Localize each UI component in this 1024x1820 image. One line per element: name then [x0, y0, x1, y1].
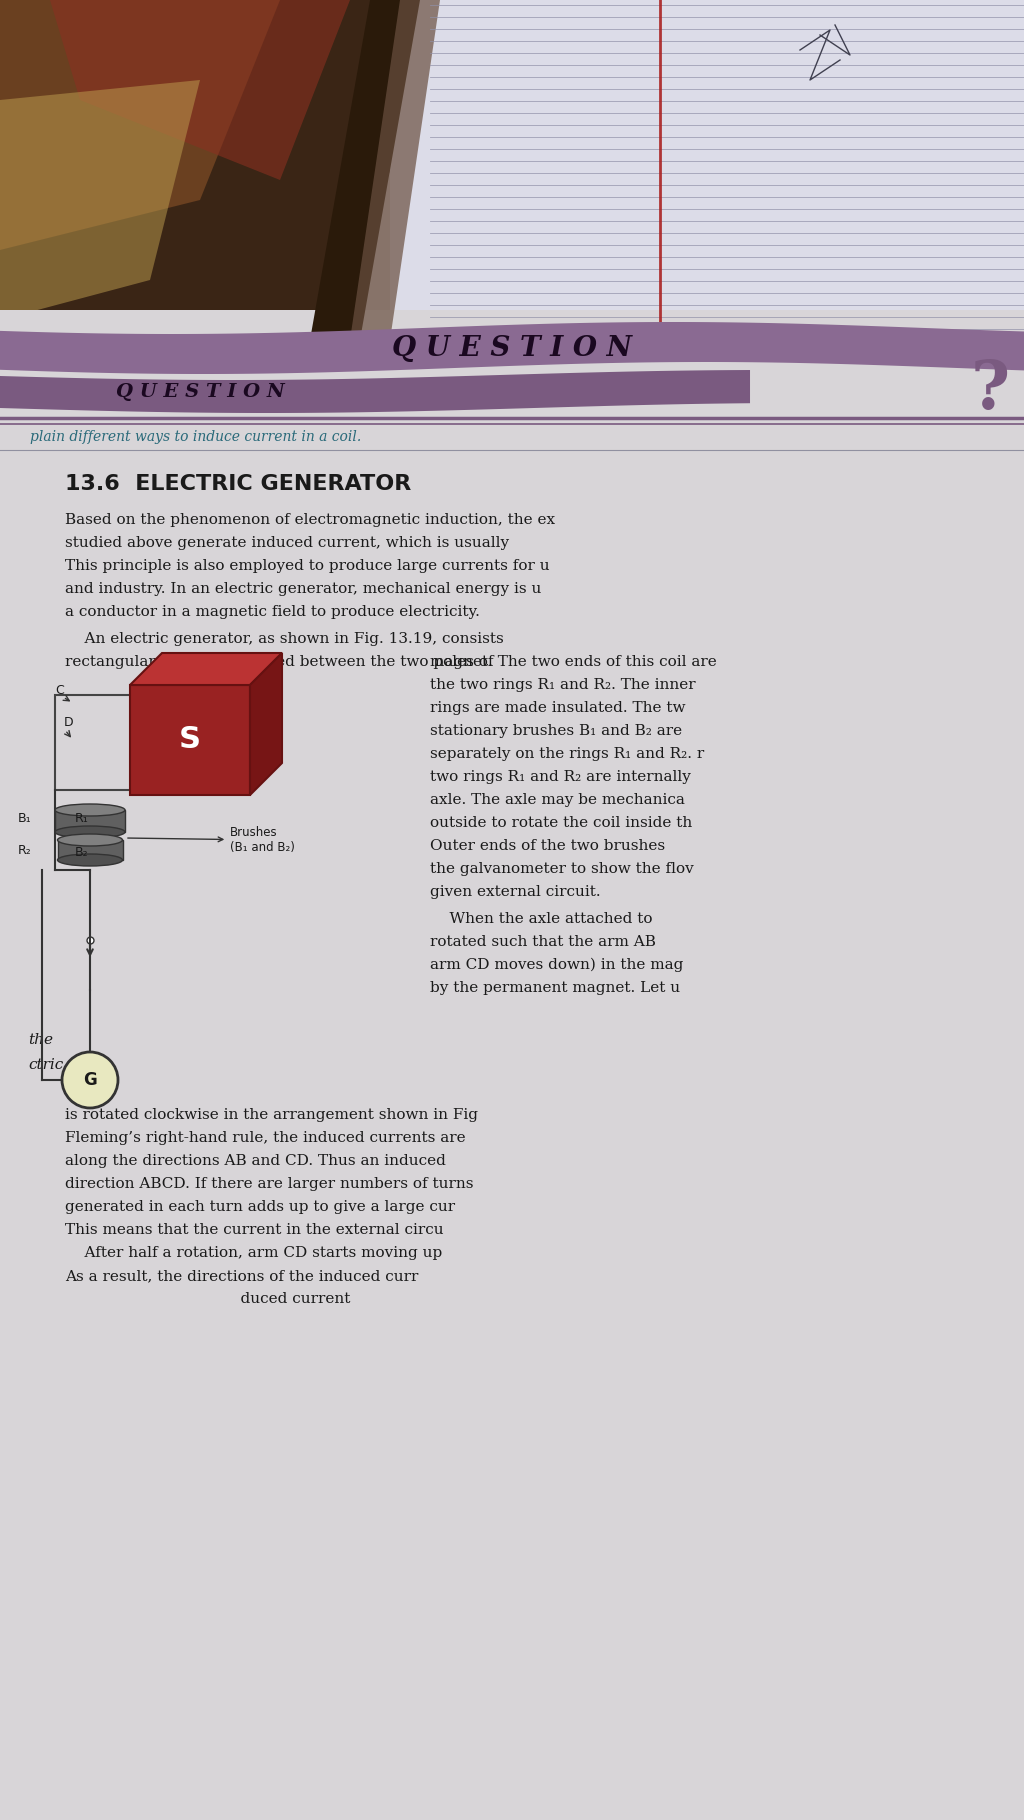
- Polygon shape: [0, 0, 280, 249]
- Ellipse shape: [57, 854, 123, 866]
- Text: the two rings R₁ and R₂. The inner: the two rings R₁ and R₂. The inner: [430, 679, 695, 692]
- Text: ?: ?: [971, 357, 1010, 422]
- Text: magnet. The two ends of this coil are: magnet. The two ends of this coil are: [430, 655, 717, 670]
- Ellipse shape: [55, 804, 125, 815]
- Text: R₁: R₁: [75, 812, 89, 824]
- Bar: [55, 695, 195, 790]
- Polygon shape: [250, 653, 282, 795]
- Text: 13.6  ELECTRIC GENERATOR: 13.6 ELECTRIC GENERATOR: [65, 473, 412, 493]
- Text: This principle is also employed to produce large currents for u: This principle is also employed to produ…: [65, 559, 550, 573]
- Ellipse shape: [57, 834, 123, 846]
- Text: by the permanent magnet. Let u: by the permanent magnet. Let u: [430, 981, 680, 996]
- Polygon shape: [0, 369, 750, 413]
- Text: Brushes
(B₁ and B₂): Brushes (B₁ and B₂): [128, 826, 295, 854]
- Text: a conductor in a magnetic field to produce electricity.: a conductor in a magnetic field to produ…: [65, 604, 480, 619]
- Text: and industry. In an electric generator, mechanical energy is u: and industry. In an electric generator, …: [65, 582, 542, 595]
- Text: An electric generator, as shown in Fig. 13.19, consists: An electric generator, as shown in Fig. …: [65, 632, 504, 646]
- Text: axle. The axle may be mechanica: axle. The axle may be mechanica: [430, 794, 685, 806]
- Polygon shape: [0, 80, 200, 320]
- Text: the galvanometer to show the flov: the galvanometer to show the flov: [430, 863, 693, 875]
- Text: duced current: duced current: [65, 1292, 350, 1307]
- Polygon shape: [390, 0, 1024, 340]
- Polygon shape: [0, 322, 1024, 373]
- Polygon shape: [0, 309, 1024, 1820]
- Polygon shape: [310, 0, 420, 340]
- Text: generated in each turn adds up to give a large cur: generated in each turn adds up to give a…: [65, 1199, 455, 1214]
- Text: B₂: B₂: [75, 846, 89, 859]
- Text: G: G: [83, 1070, 97, 1088]
- Circle shape: [62, 1052, 118, 1108]
- Text: C: C: [55, 684, 65, 697]
- Polygon shape: [350, 0, 440, 340]
- Text: R₂: R₂: [18, 843, 32, 857]
- Text: outside to rotate the coil inside th: outside to rotate the coil inside th: [430, 815, 692, 830]
- Polygon shape: [130, 684, 250, 795]
- Text: D: D: [65, 717, 74, 730]
- Bar: [55, 810, 125, 832]
- Text: S: S: [179, 726, 201, 755]
- Text: Q U E S T I O N: Q U E S T I O N: [116, 382, 285, 400]
- Text: stationary brushes B₁ and B₂ are: stationary brushes B₁ and B₂ are: [430, 724, 682, 737]
- Text: plain different ways to induce current in a coil.: plain different ways to induce current i…: [30, 430, 361, 444]
- Text: As a result, the directions of the induced curr: As a result, the directions of the induc…: [65, 1269, 419, 1283]
- Text: rectangular coil ABCD placed between the two poles of: rectangular coil ABCD placed between the…: [65, 655, 494, 670]
- Text: given external circuit.: given external circuit.: [430, 885, 601, 899]
- Polygon shape: [0, 0, 440, 340]
- Text: rotated such that the arm AB: rotated such that the arm AB: [430, 935, 656, 948]
- Text: After half a rotation, arm CD starts moving up: After half a rotation, arm CD starts mov…: [65, 1247, 442, 1259]
- Text: This means that the current in the external circu: This means that the current in the exter…: [65, 1223, 443, 1238]
- Text: separately on the rings R₁ and R₂. r: separately on the rings R₁ and R₂. r: [430, 746, 705, 761]
- Text: B₁: B₁: [18, 812, 32, 824]
- Text: the: the: [28, 1034, 53, 1046]
- Text: rings are made insulated. The tw: rings are made insulated. The tw: [430, 701, 685, 715]
- Text: studied above generate induced current, which is usually: studied above generate induced current, …: [65, 537, 509, 550]
- Text: direction ABCD. If there are larger numbers of turns: direction ABCD. If there are larger numb…: [65, 1178, 473, 1190]
- Text: Fleming’s right-hand rule, the induced currents are: Fleming’s right-hand rule, the induced c…: [65, 1130, 466, 1145]
- Text: Outer ends of the two brushes: Outer ends of the two brushes: [430, 839, 666, 854]
- Text: ctric: ctric: [28, 1057, 63, 1072]
- Text: two rings R₁ and R₂ are internally: two rings R₁ and R₂ are internally: [430, 770, 691, 784]
- Text: Q U E S T I O N: Q U E S T I O N: [392, 335, 632, 362]
- Text: is rotated clockwise in the arrangement shown in Fig: is rotated clockwise in the arrangement …: [65, 1108, 478, 1121]
- Bar: [58, 841, 123, 861]
- Ellipse shape: [55, 826, 125, 837]
- Polygon shape: [130, 653, 282, 684]
- Text: arm CD moves down) in the mag: arm CD moves down) in the mag: [430, 957, 683, 972]
- Text: along the directions AB and CD. Thus an induced: along the directions AB and CD. Thus an …: [65, 1154, 445, 1168]
- Text: Based on the phenomenon of electromagnetic induction, the ex: Based on the phenomenon of electromagnet…: [65, 513, 555, 528]
- Polygon shape: [50, 0, 350, 180]
- Text: When the axle attached to: When the axle attached to: [430, 912, 652, 926]
